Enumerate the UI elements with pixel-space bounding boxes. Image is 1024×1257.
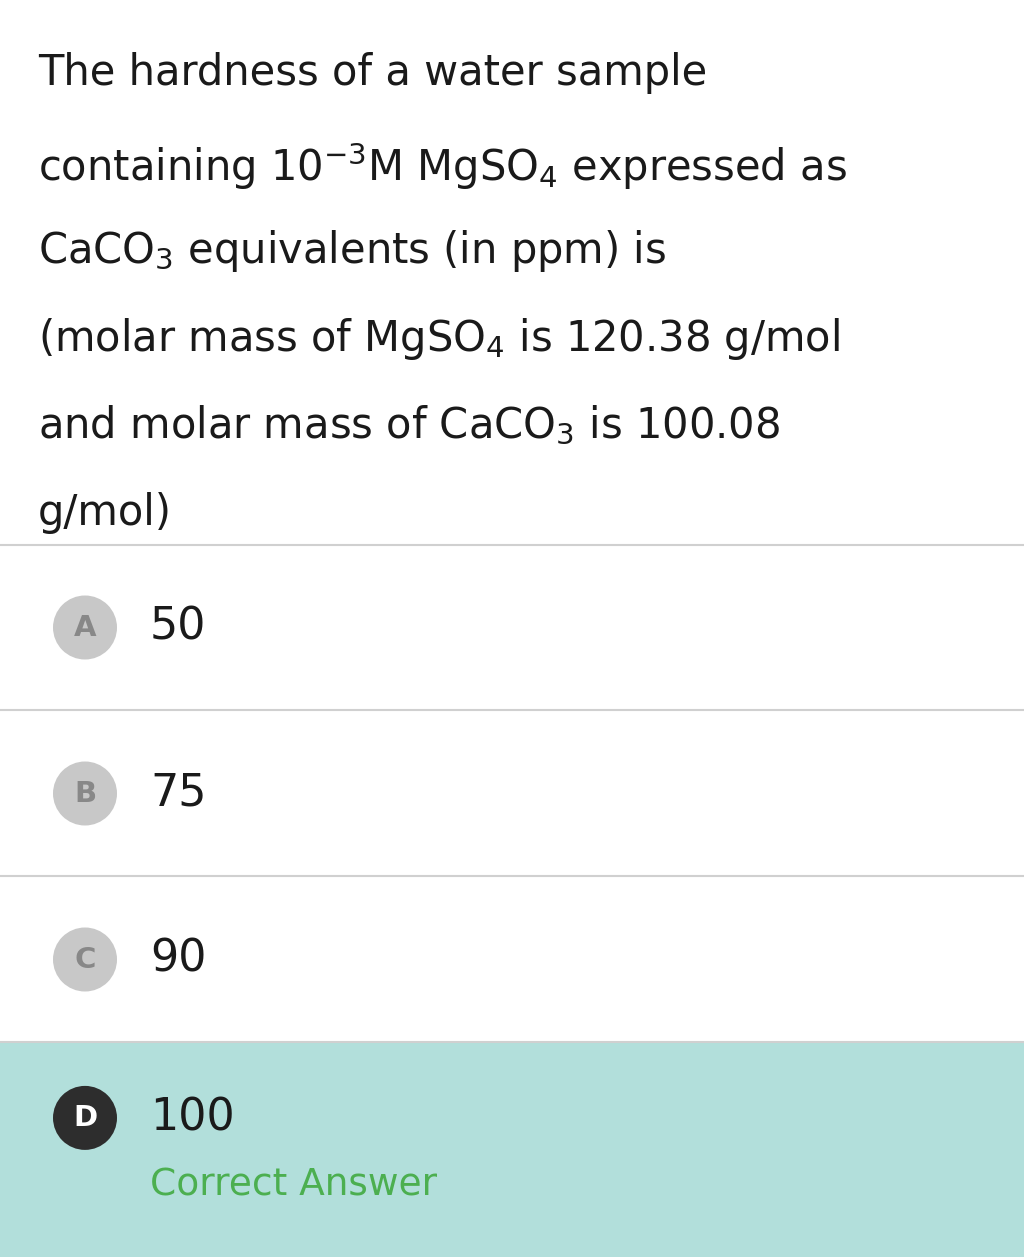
- Text: A: A: [74, 613, 96, 641]
- Text: C: C: [75, 945, 95, 973]
- Circle shape: [53, 596, 117, 660]
- Text: D: D: [73, 1104, 97, 1131]
- Text: g/mol): g/mol): [38, 491, 172, 534]
- Text: B: B: [74, 779, 96, 807]
- Text: 100: 100: [150, 1096, 234, 1139]
- Circle shape: [53, 762, 117, 826]
- Text: 90: 90: [150, 938, 207, 980]
- Text: and molar mass of CaCO$_3$ is 100.08: and molar mass of CaCO$_3$ is 100.08: [38, 403, 780, 447]
- Text: Correct Answer: Correct Answer: [150, 1168, 437, 1204]
- Text: CaCO$_3$ equivalents (in ppm) is: CaCO$_3$ equivalents (in ppm) is: [38, 228, 667, 274]
- Text: The hardness of a water sample: The hardness of a water sample: [38, 52, 708, 94]
- Text: 50: 50: [150, 606, 207, 649]
- Text: containing 10$^{-3}$M MgSO$_4$ expressed as: containing 10$^{-3}$M MgSO$_4$ expressed…: [38, 140, 847, 191]
- Circle shape: [53, 928, 117, 992]
- Bar: [0, 1043, 1024, 1257]
- Text: (molar mass of MgSO$_4$ is 120.38 g/mol: (molar mass of MgSO$_4$ is 120.38 g/mol: [38, 316, 840, 362]
- Circle shape: [53, 1086, 117, 1150]
- Text: 75: 75: [150, 772, 207, 815]
